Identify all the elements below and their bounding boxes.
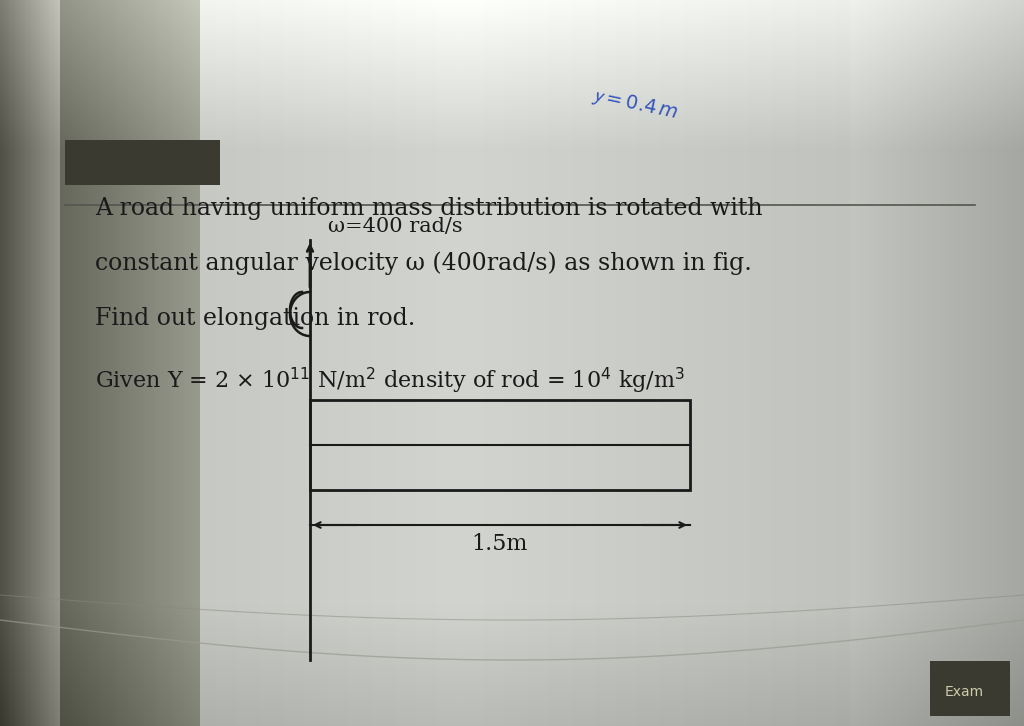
- Text: ω=400 rad/s: ω=400 rad/s: [328, 217, 463, 236]
- Text: Exam: Exam: [945, 685, 984, 699]
- Text: 1.5m: 1.5m: [472, 533, 528, 555]
- Text: constant angular velocity ω (400rad/s) as shown in fig.: constant angular velocity ω (400rad/s) a…: [95, 251, 752, 275]
- Bar: [65, 140, 220, 185]
- Bar: [310, 400, 690, 490]
- Text: $\mathit{\mathcal{y}=0.4\,m}$: $\mathit{\mathcal{y}=0.4\,m}$: [590, 84, 680, 124]
- Text: Find out elongation in rod.: Find out elongation in rod.: [95, 307, 416, 330]
- Text: Given Y = 2 $\times$ 10$^{11}$ N/m$^2$ density of rod = 10$^4$ kg/m$^3$: Given Y = 2 $\times$ 10$^{11}$ N/m$^2$ d…: [95, 366, 685, 396]
- Text: A road having uniform mass distribution is rotated with: A road having uniform mass distribution …: [95, 197, 763, 220]
- Bar: [930, 661, 1010, 716]
